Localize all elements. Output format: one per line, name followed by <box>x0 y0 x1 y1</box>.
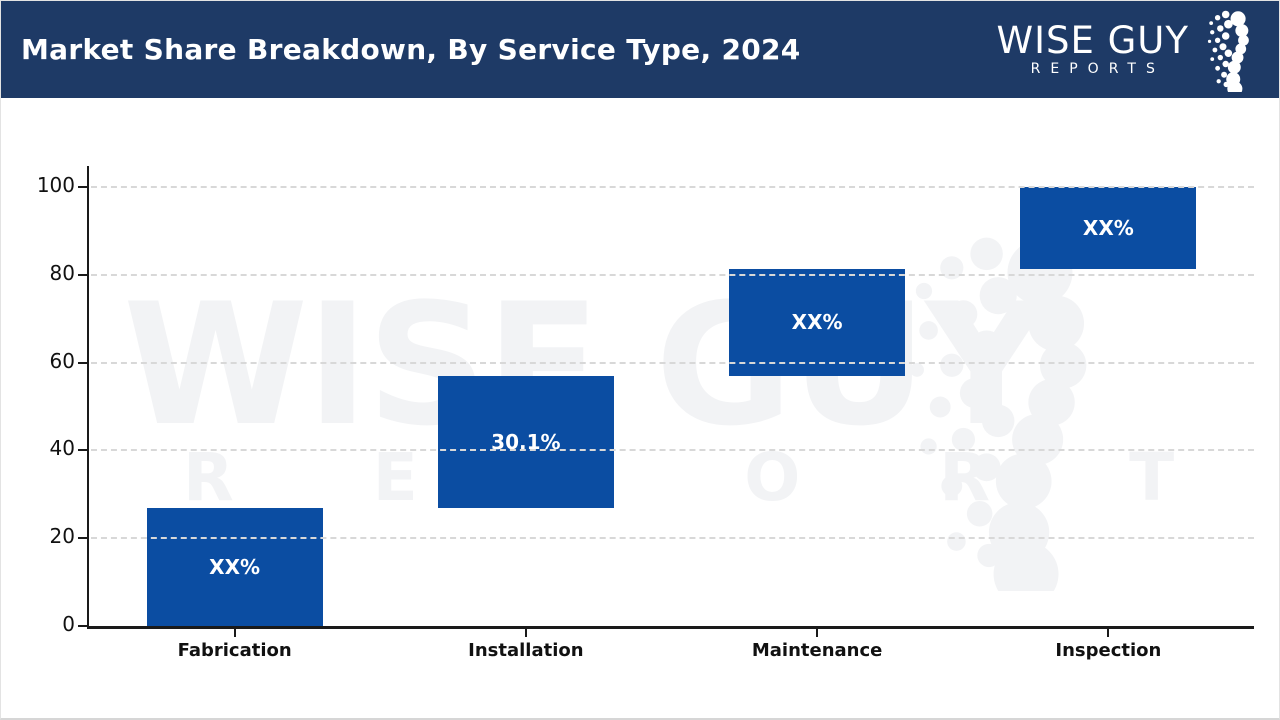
bar-maintenance: XX% <box>729 269 906 376</box>
y-tick-mark <box>78 361 88 364</box>
gridline <box>91 273 1254 276</box>
x-tick-mark <box>816 629 819 637</box>
y-tick-mark <box>78 537 88 540</box>
y-tick-label: 60 <box>49 348 75 373</box>
x-tick-mark <box>233 629 236 637</box>
bar-fabrication: XX% <box>146 507 323 626</box>
y-tick-mark <box>78 449 88 452</box>
gridline <box>91 449 1254 452</box>
bar-value-label: XX% <box>1082 216 1134 241</box>
watermark-text-reports: R E P O R T S <box>183 439 1279 516</box>
y-axis-line <box>87 166 89 629</box>
y-tick-mark <box>78 186 88 188</box>
bar-installation: 30.1% <box>437 375 614 508</box>
x-category-label: Installation <box>468 640 584 661</box>
bar-value-label: XX% <box>791 310 843 335</box>
bar-value-label: XX% <box>209 554 261 579</box>
brand-name: WISE GUY <box>996 19 1189 63</box>
x-axis-line <box>87 626 1254 629</box>
x-tick-mark <box>524 629 527 637</box>
y-tick-label: 100 <box>36 173 75 197</box>
brand-subtitle: REPORTS <box>1030 60 1165 77</box>
x-category-label: Inspection <box>1055 640 1162 661</box>
brand-logo-text: WISE GUY REPORTS <box>996 19 1189 77</box>
brand-head-icon <box>1207 10 1249 92</box>
y-tick-label: 80 <box>49 260 75 285</box>
brand-logo: WISE GUY REPORTS <box>997 8 1265 92</box>
x-category-label: Maintenance <box>751 640 883 661</box>
gridline <box>91 186 1254 188</box>
y-tick-label: 40 <box>49 436 75 461</box>
x-category-label: Fabrication <box>177 640 292 661</box>
watermark-dotted-head-icon <box>910 237 1087 591</box>
bar-inspection: XX% <box>1020 187 1197 270</box>
y-tick-mark <box>78 625 88 627</box>
header: Market Share Breakdown, By Service Type,… <box>1 1 1279 98</box>
gridline <box>91 361 1254 364</box>
y-tick-label: 0 <box>62 612 75 636</box>
x-tick-mark <box>1107 629 1110 637</box>
page-title: Market Share Breakdown, By Service Type,… <box>21 33 801 66</box>
gridline <box>91 537 1254 540</box>
y-tick-label: 20 <box>49 524 75 549</box>
y-tick-mark <box>78 273 88 276</box>
